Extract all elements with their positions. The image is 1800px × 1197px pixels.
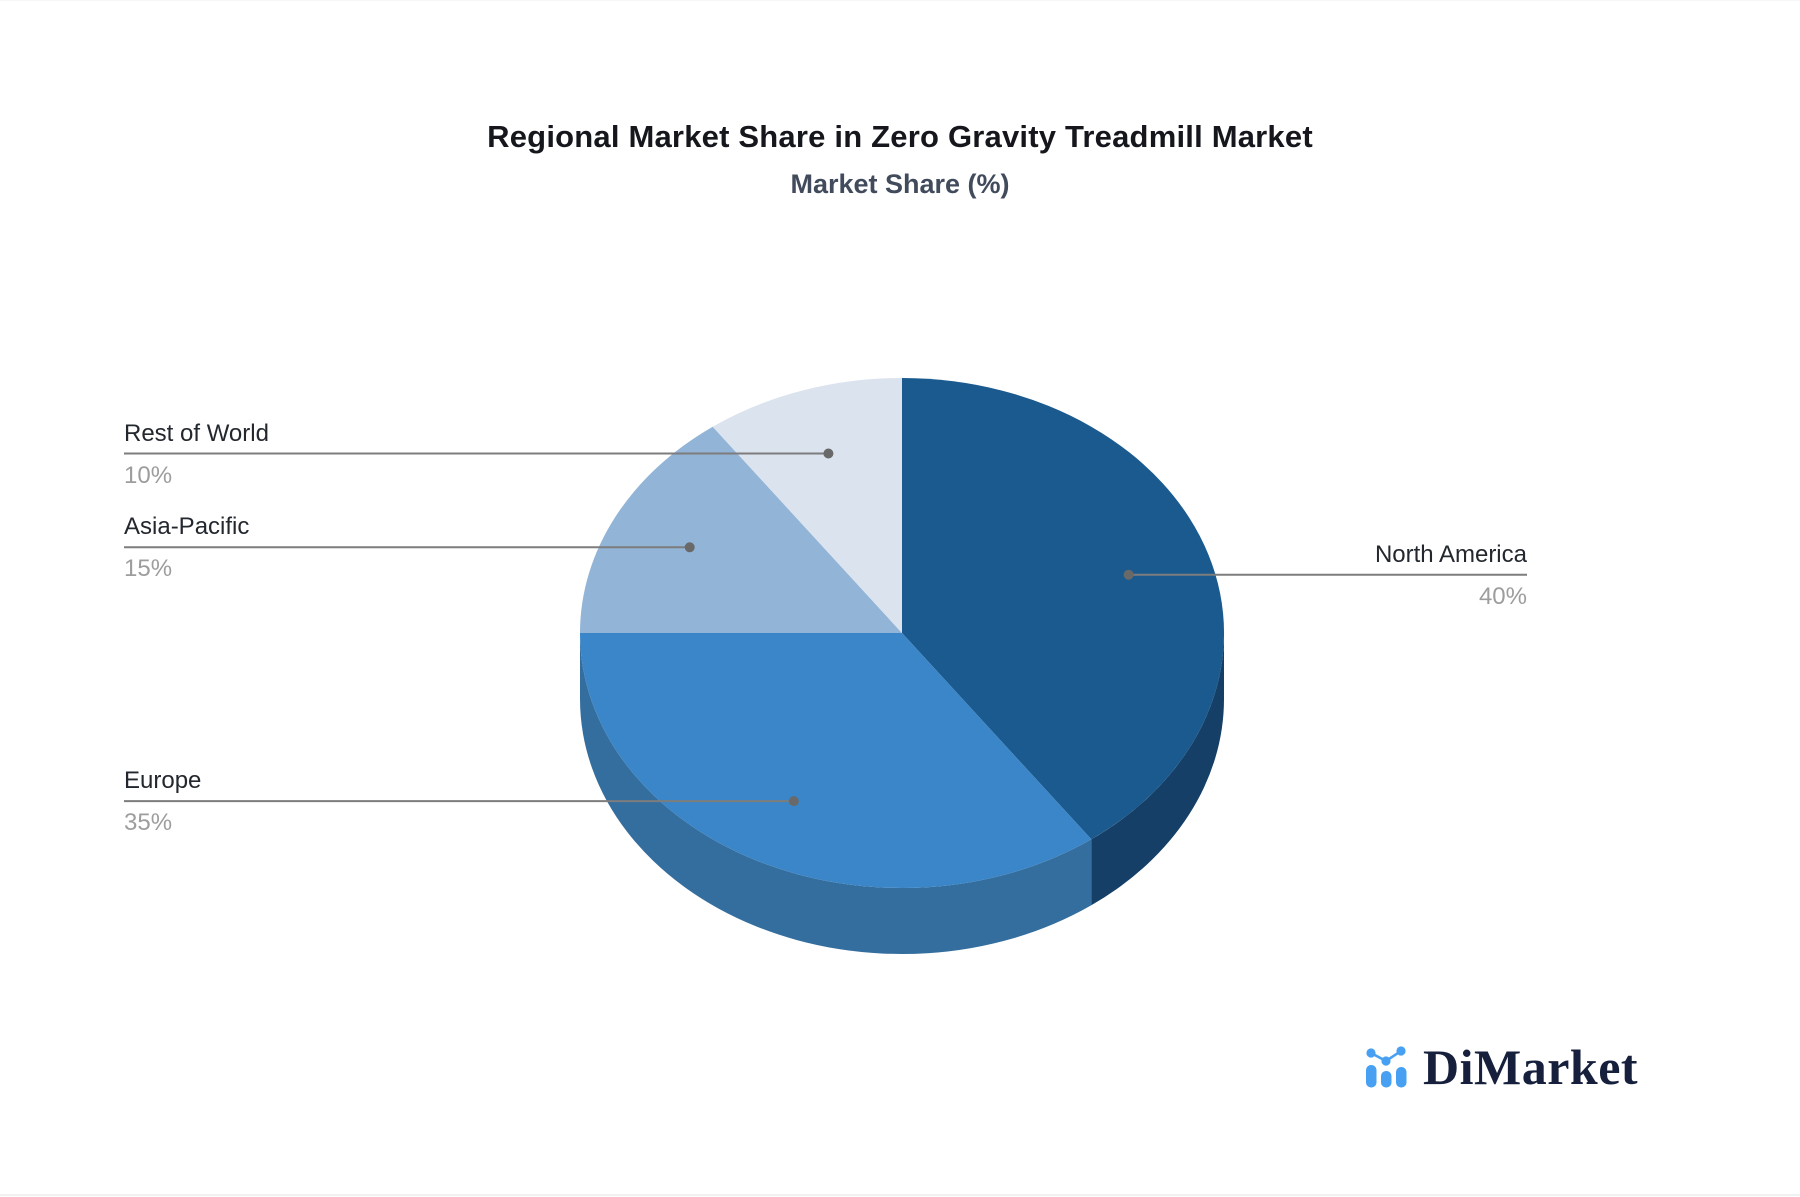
brand-name: DiMarket [1423, 1039, 1639, 1095]
pie-slice-asia-pacific[interactable] [580, 426, 902, 633]
callout-dot-north-america [1123, 569, 1134, 580]
chart-title: Regional Market Share in Zero Gravity Tr… [487, 119, 1313, 154]
pie-slice-side-north-america [1091, 633, 1224, 906]
pie-slice-rest-of-world[interactable] [712, 378, 902, 633]
callout-dot-asia-pacific [684, 542, 695, 553]
pie-slice-side-europe [579, 633, 1092, 955]
pie-slice-north-america[interactable] [902, 378, 1225, 840]
bar-line-chart-icon [1366, 1046, 1407, 1088]
callout-dot-rest-of-world [823, 448, 834, 459]
chart-subtitle: Market Share (%) [790, 169, 1010, 199]
pie-slice-europe[interactable] [579, 633, 1092, 889]
brand-logo: DiMarket [1359, 1039, 1638, 1095]
callout-dot-europe [788, 796, 799, 807]
